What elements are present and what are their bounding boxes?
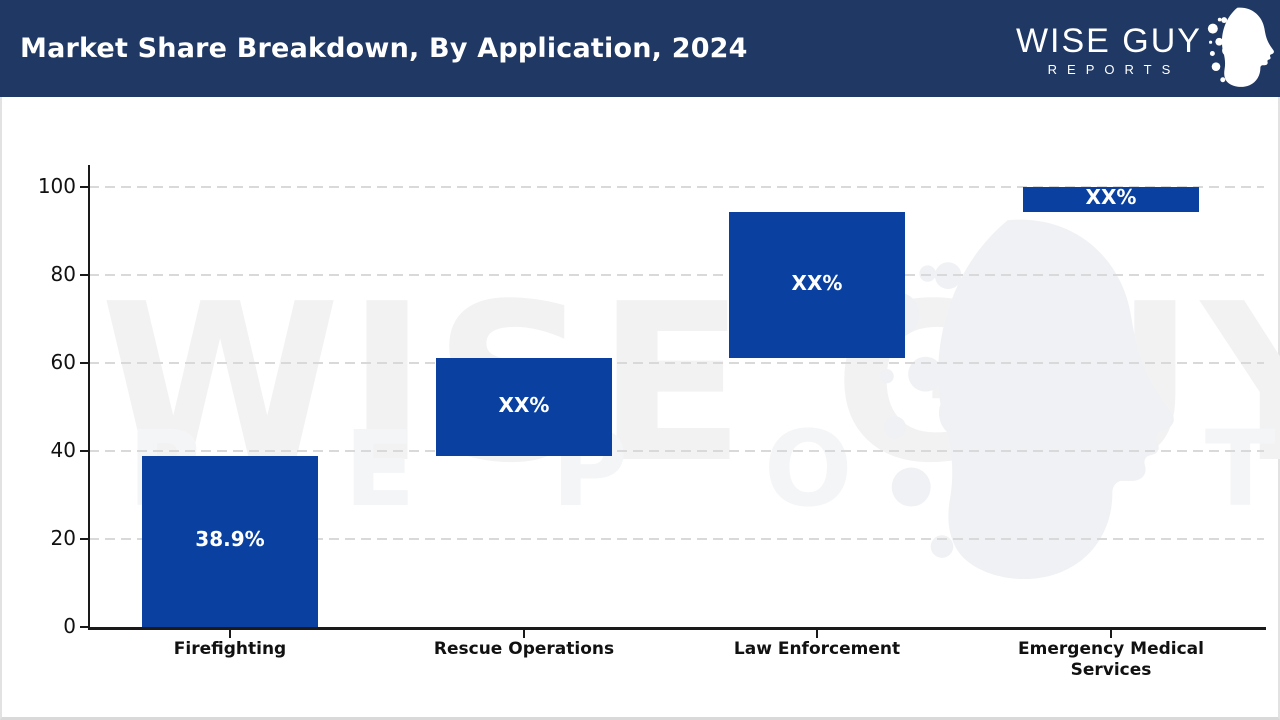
logo-text: WISE GUY REPORTS bbox=[1016, 22, 1202, 77]
y-axis-line bbox=[88, 165, 90, 629]
gridline bbox=[89, 186, 1264, 188]
logo-face-icon bbox=[1207, 7, 1274, 87]
bar-rescue-operations bbox=[436, 358, 612, 456]
bar-value-label: XX% bbox=[1085, 185, 1137, 210]
x-tick-mark bbox=[1110, 630, 1112, 638]
y-tick-label: 20 bbox=[50, 526, 76, 550]
y-tick-mark bbox=[80, 362, 88, 364]
y-tick-mark bbox=[80, 626, 88, 628]
logo-subtitle: REPORTS bbox=[1047, 61, 1181, 77]
bar-emergency-medical-services bbox=[1023, 187, 1199, 212]
x-category-label: Emergency Medical Services bbox=[1018, 639, 1204, 681]
page-title: Market Share Breakdown, By Application, … bbox=[20, 33, 748, 64]
y-tick-label: 60 bbox=[50, 350, 76, 374]
bar-value-label: XX% bbox=[791, 270, 843, 295]
gridline bbox=[89, 538, 1264, 540]
y-tick-mark bbox=[80, 538, 88, 540]
x-tick-mark bbox=[229, 630, 231, 638]
bar-value-label: XX% bbox=[498, 393, 550, 417]
x-category-label: Rescue Operations bbox=[433, 639, 615, 659]
y-tick-mark bbox=[80, 450, 88, 452]
y-tick-label: 40 bbox=[50, 438, 76, 462]
wise-guy-reports-logo: WISE GUY REPORTS bbox=[1016, 5, 1274, 93]
watermark-face-icon bbox=[874, 219, 1174, 580]
x-tick-mark bbox=[523, 630, 525, 638]
y-tick-label: 0 bbox=[63, 614, 76, 638]
logo-wordmark: WISE GUY bbox=[1015, 21, 1202, 60]
x-axis-line bbox=[88, 627, 1266, 630]
y-tick-label: 80 bbox=[50, 262, 76, 286]
y-tick-mark bbox=[80, 274, 88, 276]
x-category-label: Firefighting bbox=[173, 639, 287, 659]
x-tick-mark bbox=[816, 630, 818, 638]
bar-value-label: 38.9% bbox=[195, 527, 265, 552]
header-bar: Market Share Breakdown, By Application, … bbox=[0, 0, 1280, 97]
gridline bbox=[89, 274, 1264, 276]
x-category-label: Law Enforcement bbox=[733, 639, 901, 659]
gridline bbox=[89, 450, 1264, 452]
bar-law-enforcement bbox=[729, 211, 905, 359]
bar-firefighting bbox=[142, 455, 318, 627]
y-tick-mark bbox=[80, 186, 88, 188]
y-tick-label: 100 bbox=[37, 174, 76, 198]
gridline bbox=[89, 362, 1264, 364]
